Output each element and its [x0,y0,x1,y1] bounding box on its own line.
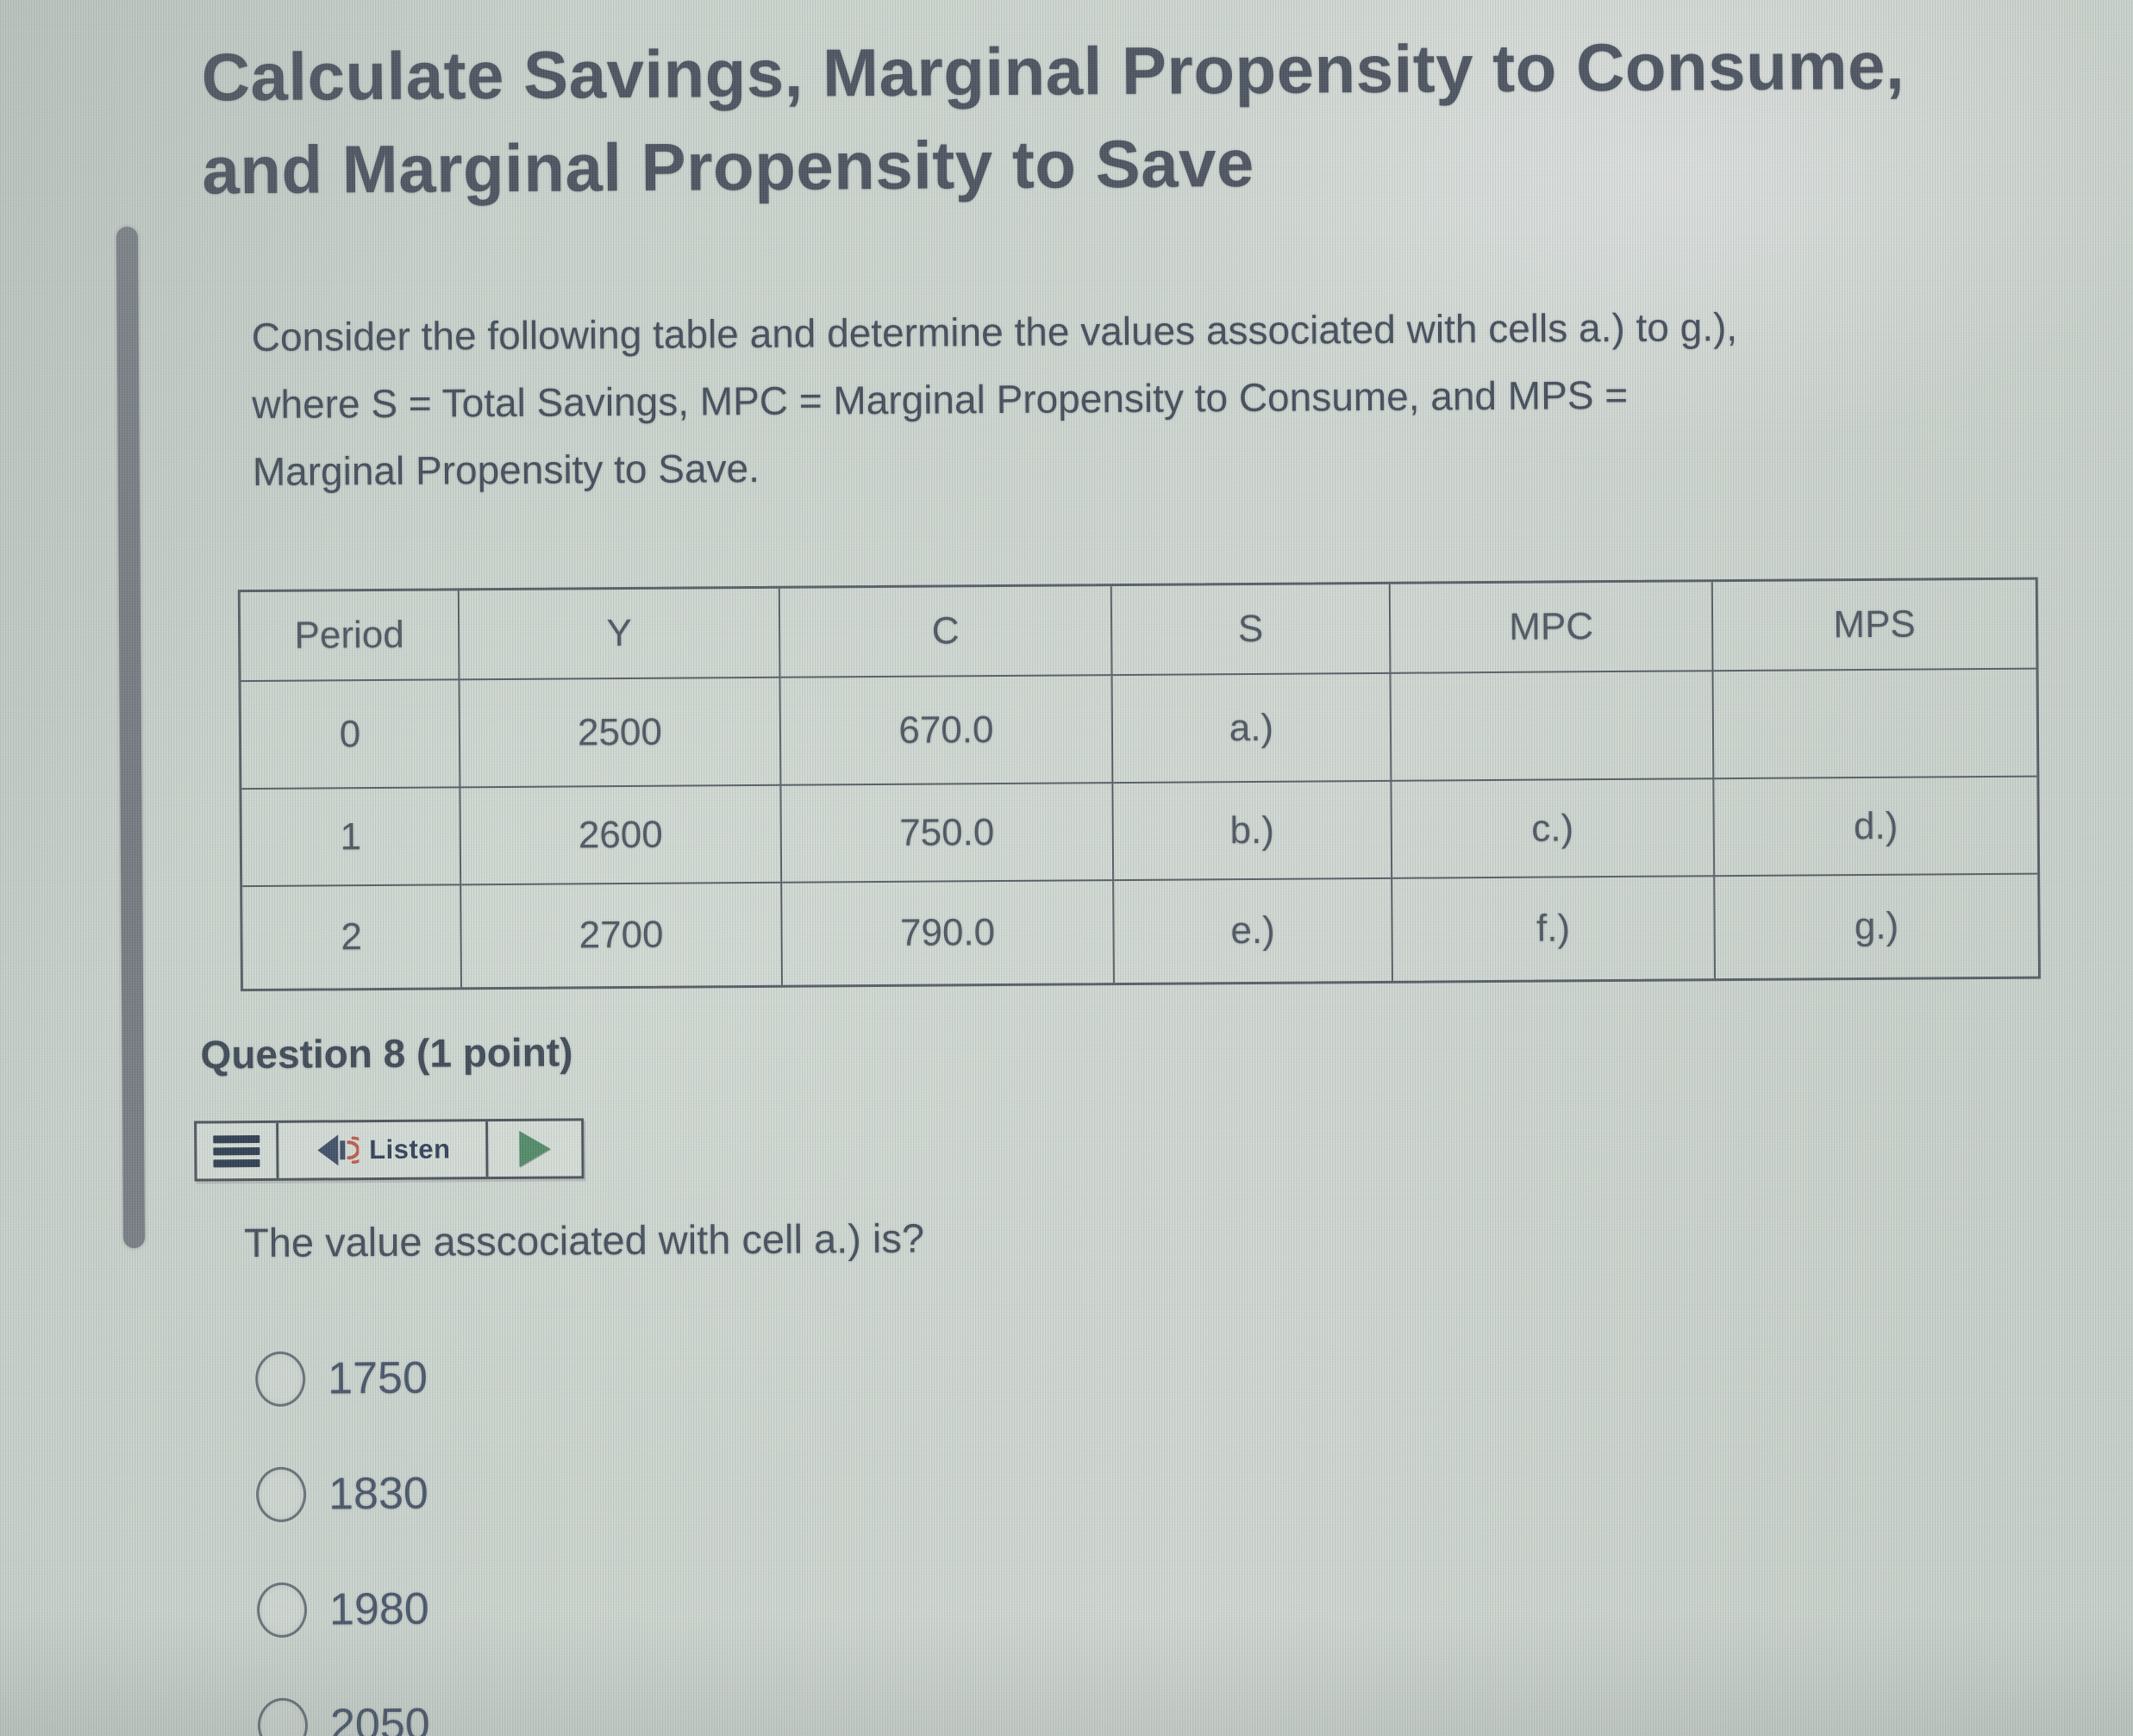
table-cell: a.) [1112,673,1392,784]
table-cell: 750.0 [781,784,1115,884]
intro-line-3: Marginal Propensity to Save. [252,446,760,495]
option-label[interactable]: 1980 [328,1583,429,1635]
table-header-c: C [779,586,1113,678]
table-cell: 2500 [460,678,782,789]
table-cell [1713,669,2037,780]
option-label[interactable]: 2050 [329,1699,430,1736]
radio-button[interactable] [254,1351,306,1408]
table-cell: 670.0 [780,676,1114,786]
answer-option[interactable]: 1830 [255,1466,429,1523]
table-cell: b.) [1113,781,1393,882]
intro-line-1: Consider the following table and determi… [251,304,1738,360]
table-cell: c.) [1392,779,1716,879]
table-cell: 2 [242,885,463,990]
hamburger-icon [213,1134,260,1167]
table-cell: g.) [1854,904,1899,948]
table-cell: 1 [241,788,462,888]
question-intro: Consider the following table and determi… [251,290,2072,505]
radio-button[interactable] [257,1697,309,1736]
play-button[interactable] [485,1121,582,1177]
table-header-s: S [1111,584,1392,677]
table-cell: 2600 [460,785,783,886]
savings-table: Period Y C S MPC MPS 0 2500 670.0 a.) 1 … [237,577,2041,992]
table-cell [1391,671,1715,782]
answer-option[interactable]: 1750 [254,1351,428,1408]
listen-button[interactable]: Listen [276,1121,486,1178]
option-label[interactable]: 1750 [327,1352,428,1404]
speaker-icon [317,1134,360,1166]
page-title-line-1: Calculate Savings, Marginal Propensity t… [201,27,1905,116]
table-cell: 790.0 [782,881,1116,985]
answer-options: 1750 1830 1980 2050 [254,1351,430,1736]
table-header-y: Y [459,588,781,681]
table-header-period: Period [240,590,460,683]
play-icon [519,1130,551,1167]
toolbar-menu-button[interactable] [197,1123,276,1179]
radio-button[interactable] [256,1582,308,1639]
table-header-mps: MPS [1712,579,2036,672]
intro-line-2: where S = Total Savings, MPC = Marginal … [252,372,1629,428]
readspeaker-toolbar: Listen [194,1118,585,1182]
table-cell: 0 [241,680,461,790]
table-cell: f.) [1392,877,1716,981]
answer-option[interactable]: 2050 [257,1697,430,1736]
question-heading: Question 8 (1 point) [200,1029,573,1077]
question-prompt: The value asscociated with cell a.) is? [243,1215,925,1266]
blockquote-bar [116,226,146,1249]
answer-option[interactable]: 1980 [256,1582,429,1639]
option-label[interactable]: 1830 [328,1468,429,1520]
page-title-line-2: and Marginal Propensity to Save [202,124,1255,209]
table-cell: d.) [1714,777,2038,877]
table-cell: e.) [1114,878,1393,984]
page-title: Calculate Savings, Marginal Propensity t… [201,18,2099,217]
radio-button[interactable] [255,1466,307,1523]
listen-label: Listen [369,1133,451,1165]
table-header-mpc: MPC [1390,582,1714,674]
table-cell: 2700 [461,883,784,988]
